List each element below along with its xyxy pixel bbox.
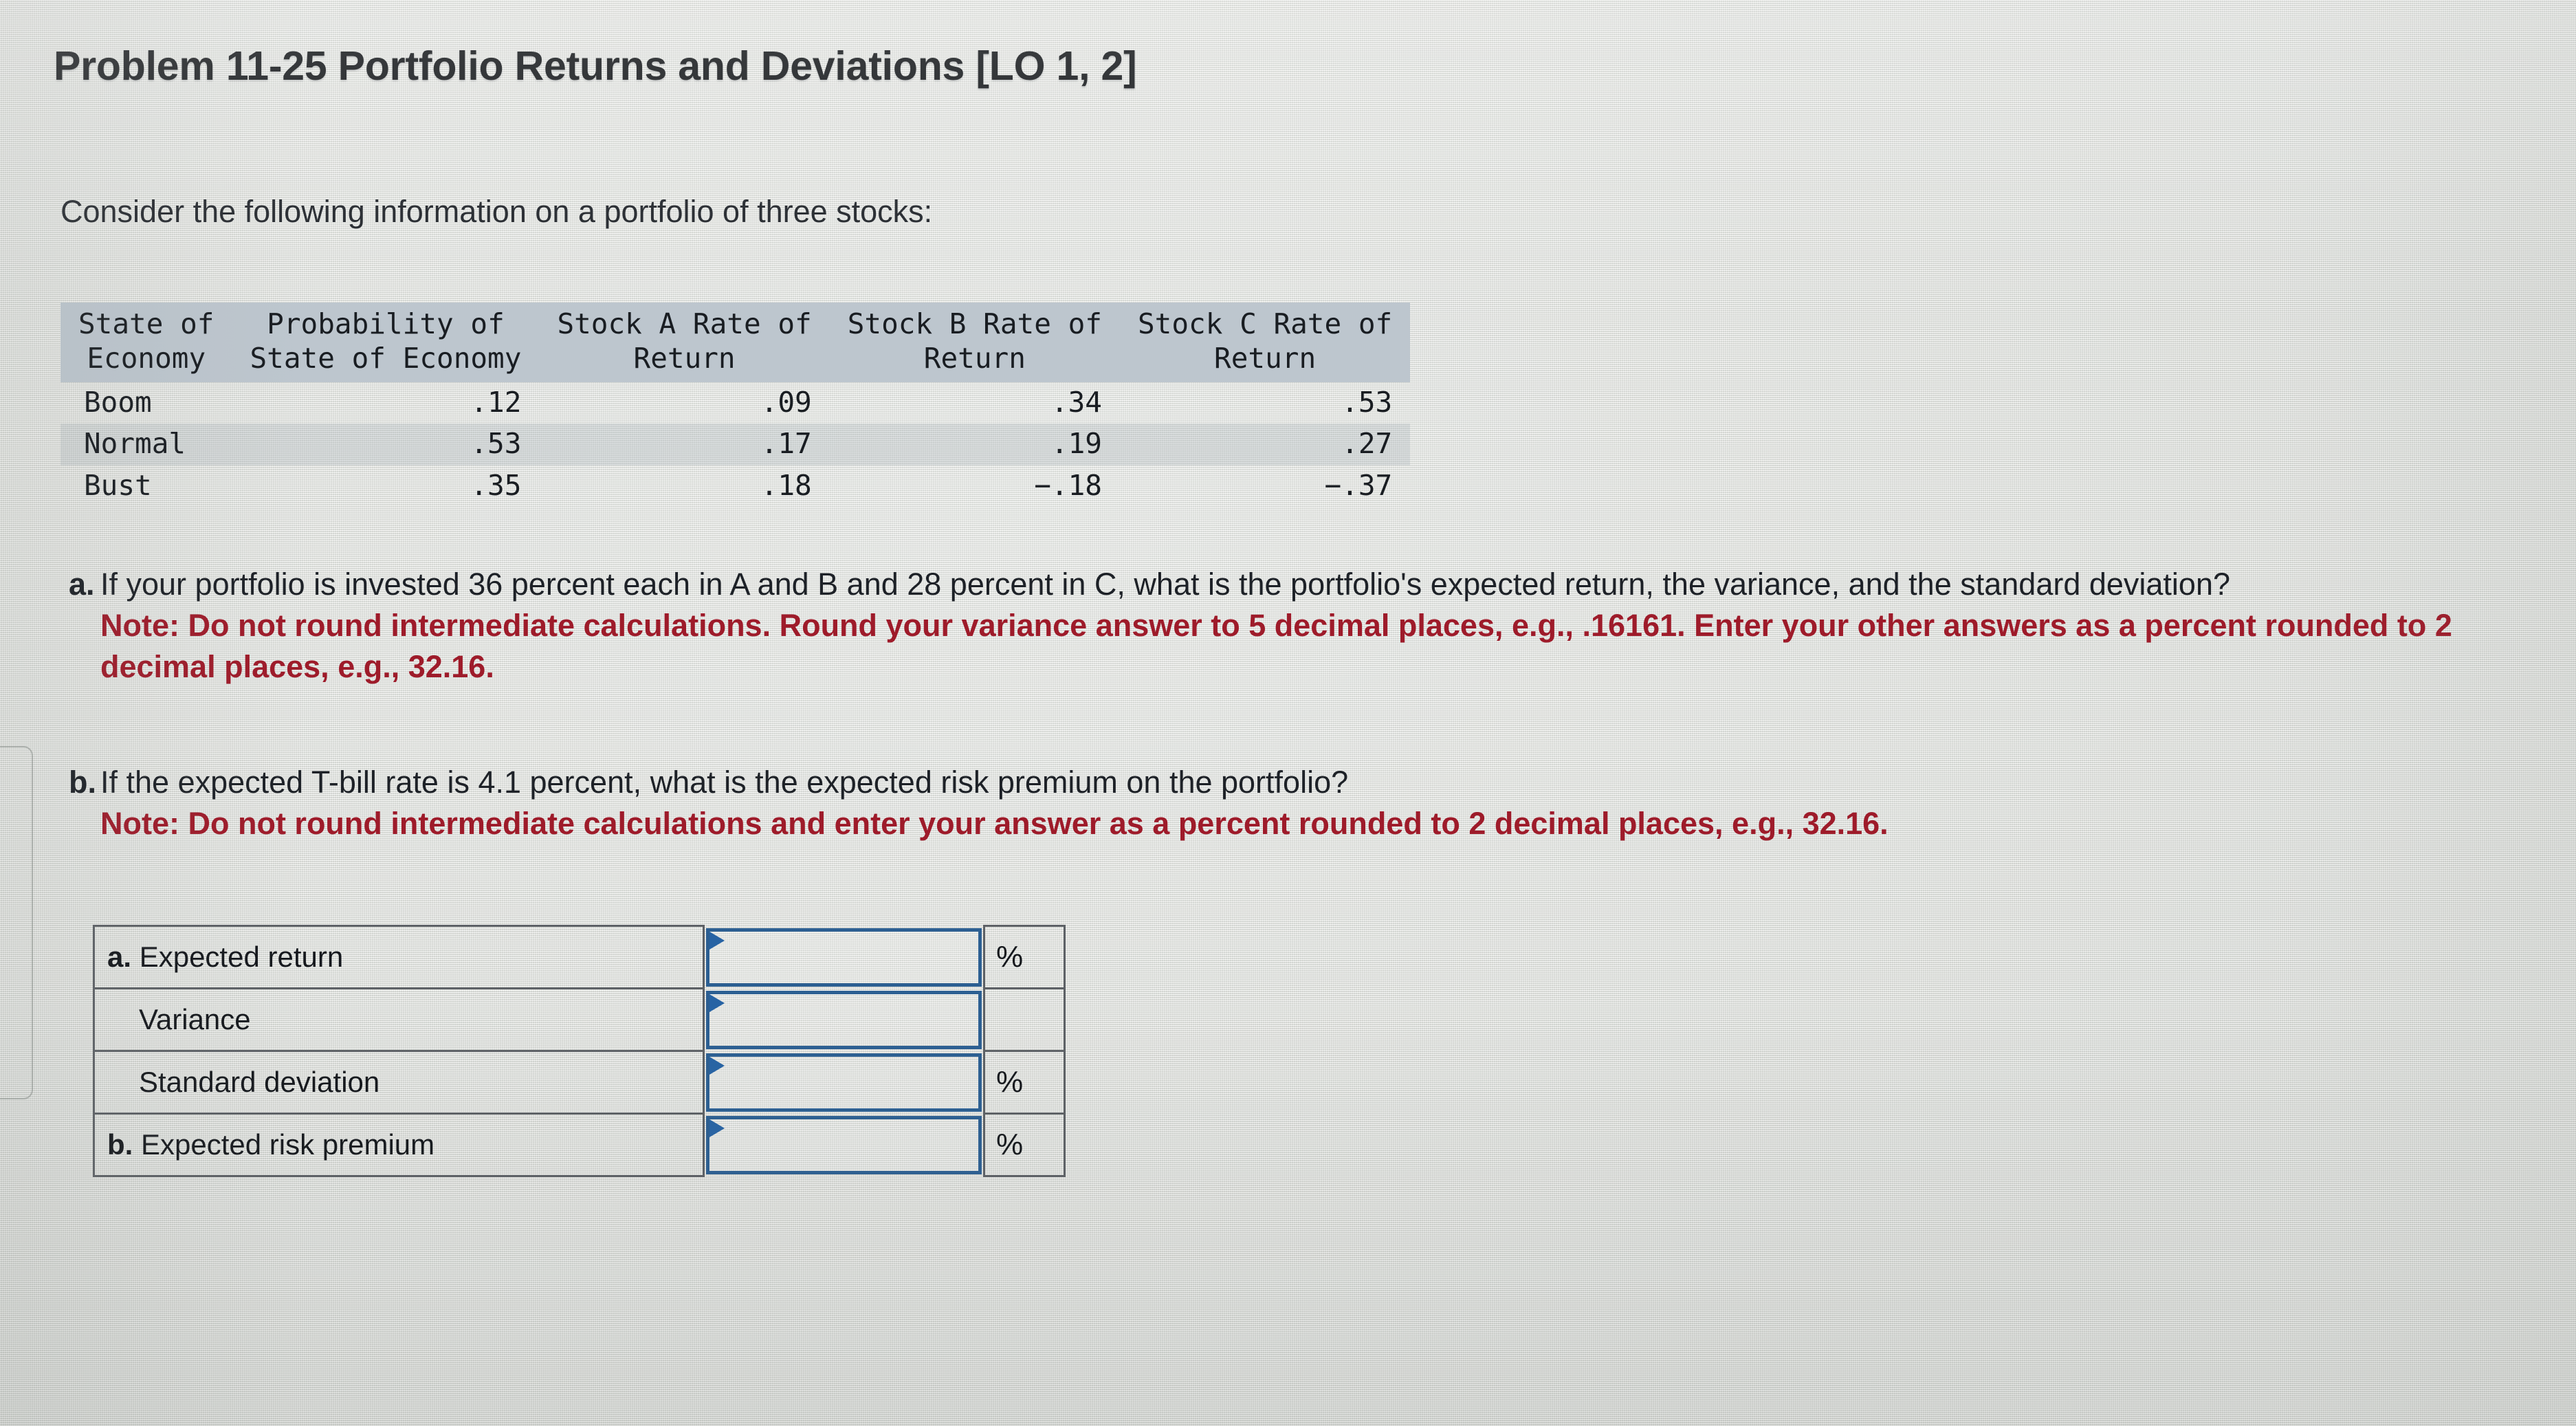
col-header-state-of-economy: State of Economy bbox=[60, 303, 232, 383]
cell-state: Normal bbox=[60, 424, 232, 465]
answer-label-text: Variance bbox=[139, 1003, 251, 1035]
cell-state: Boom bbox=[84, 386, 152, 419]
col-header-stock-a-rate-of-return: Stock A Rate of Return bbox=[539, 303, 830, 383]
cell-stock-c: −.37 bbox=[1324, 468, 1393, 502]
answer-field-cell-standard-deviation[interactable] bbox=[704, 1051, 984, 1114]
cell-stock-c: .27 bbox=[1119, 424, 1411, 465]
question-a-text: If your portfolio is invested 36 percent… bbox=[100, 567, 2231, 602]
answer-label-text: Expected return bbox=[139, 941, 344, 973]
answer-label-standard-deviation: Standard deviation bbox=[93, 1050, 705, 1115]
cell-stock-a: .09 bbox=[760, 386, 812, 419]
answer-letter-a: a. bbox=[107, 941, 132, 973]
question-a-letter: a. bbox=[69, 567, 95, 602]
answer-label-expected-risk-premium: b. Expected risk premium bbox=[93, 1112, 705, 1177]
cell-probability: .12 bbox=[470, 386, 522, 419]
table-row: Bust .35 .18 −.18 −.37 bbox=[60, 465, 1410, 507]
variance-input[interactable] bbox=[706, 990, 982, 1049]
cell-stock-b: .34 bbox=[1050, 386, 1102, 419]
answer-unit-variance bbox=[983, 987, 1066, 1052]
answer-unit-expected-return: % bbox=[983, 925, 1066, 989]
cell-stock-b: −.18 bbox=[1034, 468, 1102, 502]
standard-deviation-input[interactable] bbox=[706, 1053, 982, 1112]
answer-entry-table: a. Expected return % Variance Standard d… bbox=[93, 925, 1066, 1177]
answer-unit-expected-risk-premium: % bbox=[983, 1112, 1066, 1177]
stock-returns-table: State of Economy Probability of State of… bbox=[60, 303, 1411, 507]
question-b-letter: b. bbox=[69, 765, 96, 800]
expected-return-input[interactable] bbox=[706, 928, 982, 987]
answer-field-cell-variance[interactable] bbox=[704, 989, 984, 1051]
cell-stock-c: .53 bbox=[1341, 386, 1393, 419]
table-row: Boom .12 .09 .34 .53 bbox=[60, 382, 1410, 424]
page-title: Problem 11-25 Portfolio Returns and Devi… bbox=[54, 43, 1137, 89]
cell-stock-a: .17 bbox=[539, 424, 830, 465]
answer-row-expected-risk-premium: b. Expected risk premium % bbox=[93, 1112, 1066, 1177]
col-header-stock-c-rate-of-return: Stock C Rate of Return bbox=[1119, 303, 1411, 383]
answer-field-cell-expected-risk-premium[interactable] bbox=[704, 1114, 984, 1176]
answer-label-text: Expected risk premium bbox=[141, 1128, 435, 1161]
cell-state: Bust bbox=[84, 468, 152, 502]
cell-probability: .35 bbox=[470, 468, 522, 502]
table-body: Boom .12 .09 .34 .53 Normal .53 .17 .19 … bbox=[60, 382, 1411, 507]
answer-letter-b: b. bbox=[107, 1128, 133, 1161]
field-marker-icon bbox=[709, 994, 725, 1012]
cell-probability: .53 bbox=[232, 424, 540, 465]
answer-label-variance: Variance bbox=[93, 987, 705, 1052]
col-header-probability-of-state-of-economy: Probability of State of Economy bbox=[232, 303, 540, 383]
question-b-note: Note: Do not round intermediate calculat… bbox=[100, 805, 1889, 841]
field-marker-icon bbox=[709, 1056, 725, 1075]
question-a-note: Note: Do not round intermediate calculat… bbox=[100, 607, 2452, 684]
answer-row-standard-deviation: Standard deviation % bbox=[93, 1050, 1066, 1115]
intro-text: Consider the following information on a … bbox=[60, 194, 933, 229]
answer-row-expected-return: a. Expected return % bbox=[93, 925, 1066, 989]
table-head: State of Economy Probability of State of… bbox=[60, 303, 1411, 383]
question-a: a. If your portfolio is invested 36 perc… bbox=[69, 564, 2516, 688]
answer-table-body: a. Expected return % Variance Standard d… bbox=[93, 925, 1066, 1177]
left-panel-edge bbox=[0, 746, 33, 1099]
field-marker-icon bbox=[709, 931, 725, 950]
answer-label-expected-return: a. Expected return bbox=[93, 925, 705, 989]
table-row: Normal .53 .17 .19 .27 bbox=[60, 424, 1411, 465]
cell-stock-a: .18 bbox=[760, 468, 812, 502]
cell-stock-b: .19 bbox=[829, 424, 1120, 465]
answer-row-variance: Variance bbox=[93, 987, 1066, 1052]
expected-risk-premium-input[interactable] bbox=[706, 1115, 982, 1174]
answer-field-cell-expected-return[interactable] bbox=[704, 926, 984, 989]
question-b: b. If the expected T-bill rate is 4.1 pe… bbox=[69, 762, 2516, 844]
question-b-row: b. If the expected T-bill rate is 4.1 pe… bbox=[69, 762, 2516, 803]
question-a-row: a. If your portfolio is invested 36 perc… bbox=[69, 564, 2516, 605]
field-marker-icon bbox=[709, 1119, 725, 1137]
answer-unit-standard-deviation: % bbox=[983, 1050, 1066, 1115]
question-b-text: If the expected T-bill rate is 4.1 perce… bbox=[100, 765, 1349, 800]
answer-label-text: Standard deviation bbox=[139, 1066, 380, 1098]
col-header-stock-b-rate-of-return: Stock B Rate of Return bbox=[829, 303, 1120, 383]
table-header-row: State of Economy Probability of State of… bbox=[60, 303, 1411, 383]
